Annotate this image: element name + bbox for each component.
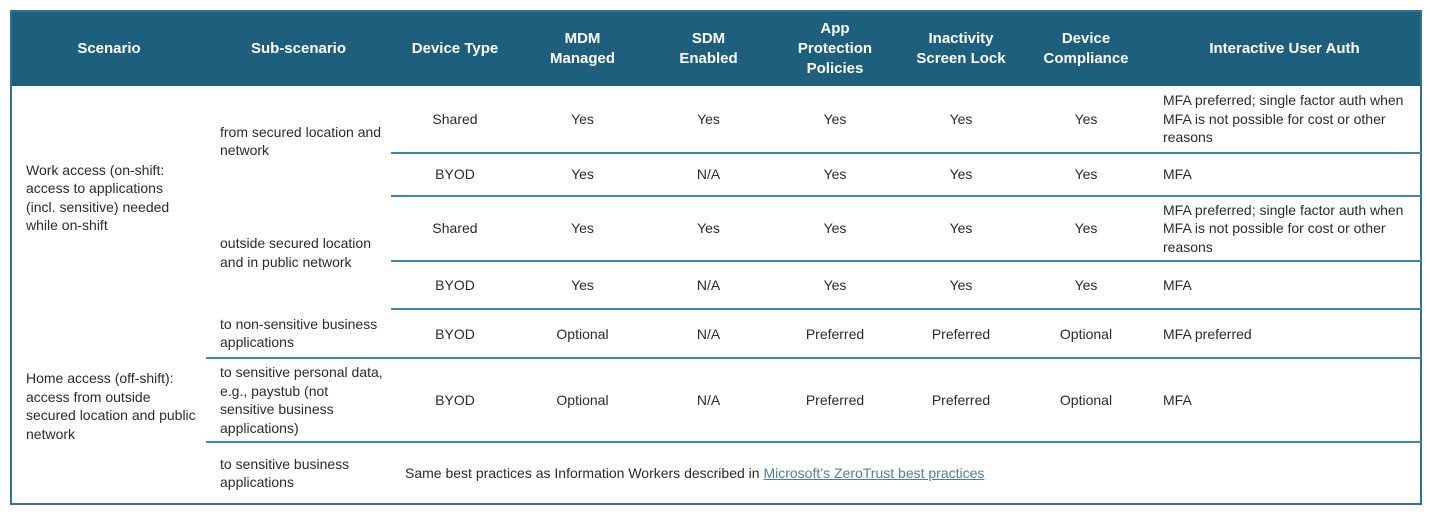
table-row: Work access (on-shift: access to applica… (11, 86, 1421, 233)
table-row: to sensitive personal data, e.g., paystu… (11, 358, 1421, 444)
cell-device-compliance: Yes (1023, 86, 1149, 154)
col-header-inactivity-screen-lock: Inactivity Screen Lock (899, 11, 1023, 86)
access-policy-table: Scenario Sub-scenario Device Type MDM Ma… (10, 10, 1422, 506)
cell-device-compliance: Yes (1023, 261, 1149, 311)
subscenario-cell-non-sensitive: to non-sensitive business applications (206, 309, 391, 360)
cell-device-compliance: Yes (1023, 153, 1149, 197)
cell-device-compliance: Optional (1023, 358, 1149, 444)
table-row: to sensitive business applications Same … (11, 442, 1421, 504)
cell-sdm-enabled: N/A (646, 309, 771, 360)
cell-app-protection-policies: Yes (771, 196, 899, 263)
subscenario-cell-outside-secured: outside secured location and in public n… (220, 235, 371, 270)
subscenario-cell-sensitive-personal: to sensitive personal data, e.g., paystu… (206, 358, 391, 444)
table-row: BYOD Yes N/A Yes Yes Yes MFA (11, 153, 1421, 197)
cell-inactivity-screen-lock: Yes (899, 86, 1023, 154)
col-header-interactive-user-auth: Interactive User Auth (1149, 11, 1421, 86)
table-row: BYOD Yes N/A Yes Yes Yes MFA (11, 261, 1421, 311)
cell-device-compliance: Yes (1023, 196, 1149, 263)
cell-mdm-managed: Yes (519, 86, 646, 154)
cell-mdm-managed: Yes (519, 196, 646, 263)
scenario-cell-home-access: Home access (off-shift): access from out… (26, 370, 196, 442)
cell-device-type: Shared (391, 196, 519, 263)
col-header-device-compliance: Device Compliance (1023, 11, 1149, 86)
cell-app-protection-policies: Yes (771, 153, 899, 197)
cell-mdm-managed: Optional (519, 309, 646, 360)
cell-app-protection-policies: Preferred (771, 309, 899, 360)
cell-app-protection-policies: Preferred (771, 358, 899, 444)
cell-inactivity-screen-lock: Yes (899, 196, 1023, 263)
subscenario-cell-secured-location: from secured location and network (220, 123, 382, 158)
table-row: Home access (off-shift): access from out… (11, 309, 1421, 442)
table-row: outside secured location and in public n… (11, 196, 1421, 270)
cell-interactive-user-auth: MFA preferred; single factor auth when M… (1149, 86, 1421, 154)
cell-interactive-user-auth: MFA (1149, 153, 1421, 197)
subscenario-cell-sensitive-business: to sensitive business applications (220, 455, 350, 491)
cell-mdm-managed: Yes (519, 153, 646, 197)
cell-app-protection-policies: Yes (771, 86, 899, 154)
cell-inactivity-screen-lock: Preferred (899, 309, 1023, 360)
cell-device-type: BYOD (391, 261, 519, 311)
cell-device-type: BYOD (391, 358, 519, 444)
cell-device-type: Shared (391, 86, 519, 154)
cell-sdm-enabled: Yes (646, 86, 771, 154)
cell-device-compliance: Optional (1023, 309, 1149, 360)
cell-sdm-enabled: Yes (646, 196, 771, 263)
cell-interactive-user-auth: MFA (1149, 261, 1421, 311)
cell-device-type: BYOD (391, 309, 519, 360)
cell-device-type: BYOD (391, 153, 519, 197)
cell-sdm-enabled: N/A (646, 261, 771, 311)
cell-interactive-user-auth: MFA preferred; single factor auth when M… (1149, 196, 1421, 263)
col-header-device-type: Device Type (391, 11, 519, 86)
header-row: Scenario Sub-scenario Device Type MDM Ma… (11, 11, 1421, 86)
col-header-scenario: Scenario (11, 11, 206, 86)
scenario-cell-work-access: Work access (on-shift: access to applica… (26, 161, 170, 234)
cell-inactivity-screen-lock: Yes (899, 153, 1023, 197)
col-header-mdm-managed: MDM Managed (519, 11, 646, 86)
cell-interactive-user-auth: MFA (1149, 358, 1421, 444)
best-practices-note-text: Same best practices as Information Worke… (405, 465, 764, 482)
cell-sdm-enabled: N/A (646, 358, 771, 444)
col-header-sdm-enabled: SDM Enabled (646, 11, 771, 86)
cell-interactive-user-auth: MFA preferred (1149, 309, 1421, 360)
cell-inactivity-screen-lock: Yes (899, 261, 1023, 311)
zerotrust-best-practices-link[interactable]: Microsoft’s ZeroTrust best practices (763, 465, 985, 482)
col-header-sub-scenario: Sub-scenario (206, 11, 391, 86)
col-header-app-protection-policies: App Protection Policies (771, 11, 899, 86)
cell-mdm-managed: Optional (519, 358, 646, 444)
cell-sdm-enabled: N/A (646, 153, 771, 197)
cell-mdm-managed: Yes (519, 261, 646, 311)
cell-app-protection-policies: Yes (771, 261, 899, 311)
cell-inactivity-screen-lock: Preferred (899, 358, 1023, 444)
best-practices-note-cell: Same best practices as Information Worke… (391, 442, 1421, 504)
